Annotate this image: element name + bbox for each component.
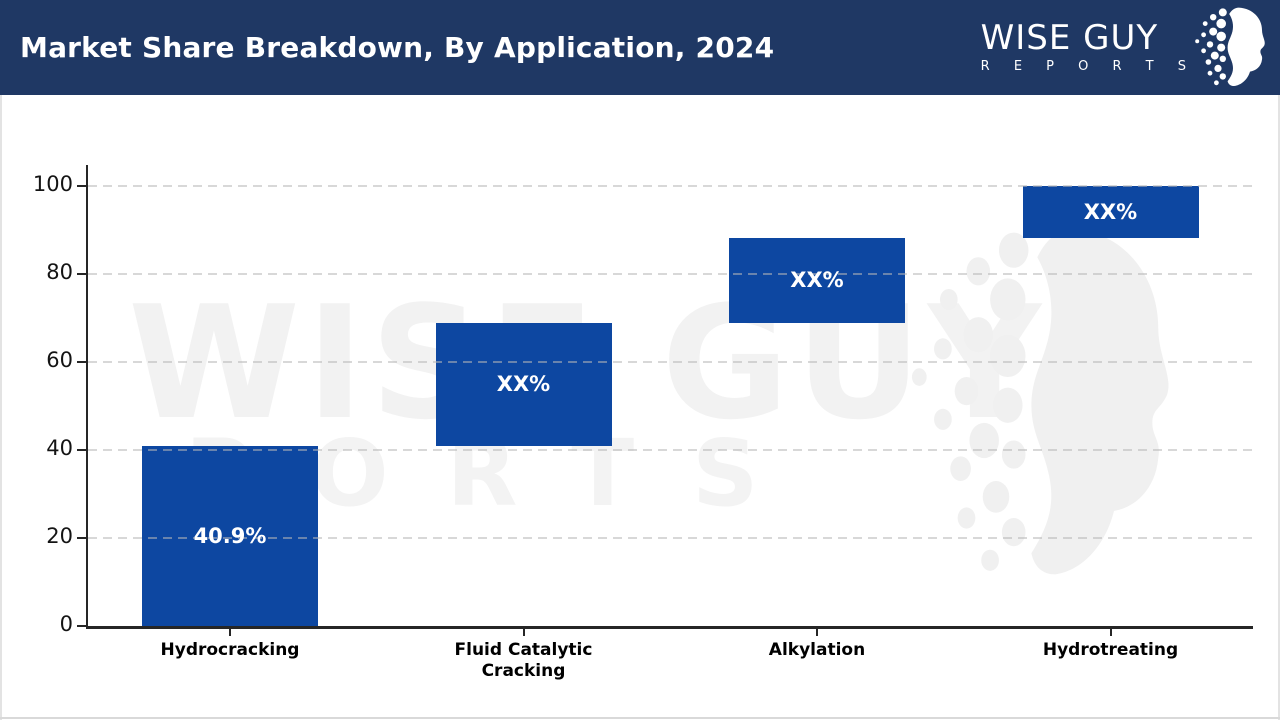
waterfall-bar xyxy=(435,322,612,447)
x-category-label: Fluid Catalytic Cracking xyxy=(454,640,593,682)
bar-value-label: XX% xyxy=(790,268,844,293)
x-category-label: Alkylation xyxy=(768,640,866,660)
y-tick-mark xyxy=(77,273,87,275)
y-tick-label: 40 xyxy=(46,436,73,460)
gridline-y-100 xyxy=(88,185,1253,187)
y-tick-mark xyxy=(77,361,87,363)
frame-border-right xyxy=(1278,95,1280,720)
gridline-y-60 xyxy=(88,361,1253,363)
y-tick-mark xyxy=(77,537,87,539)
gridline-y-80 xyxy=(88,273,1253,275)
wise-guy-face-icon xyxy=(1195,7,1265,86)
y-tick-label: 60 xyxy=(46,348,73,372)
waterfall-bar xyxy=(1022,186,1199,238)
x-tick-mark xyxy=(522,629,525,636)
waterfall-bar xyxy=(142,446,318,626)
y-tick-mark xyxy=(77,625,87,627)
x-category-label: Hydrocracking xyxy=(160,640,300,660)
frame-border-left xyxy=(0,95,2,720)
brand-wordmark: WISE GUY xyxy=(980,18,1159,59)
x-tick-mark xyxy=(229,629,231,636)
y-tick-label: 0 xyxy=(59,612,73,636)
waterfall-bar xyxy=(729,237,905,323)
y-tick-label: 100 xyxy=(32,172,73,196)
bar-value-label: XX% xyxy=(1083,199,1138,224)
brand-logo-text: WISE GUY R E P O R T S xyxy=(980,18,1196,74)
bar-value-label: 40.9% xyxy=(193,524,267,548)
frame-border-bottom xyxy=(0,717,1280,719)
x-axis-line xyxy=(86,626,1253,629)
x-tick-mark xyxy=(816,629,818,636)
y-tick-label: 20 xyxy=(46,524,73,548)
bar-value-label: XX% xyxy=(496,372,551,397)
y-tick-label: 80 xyxy=(46,260,73,284)
gridline-y-40 xyxy=(88,449,1253,451)
gridline-y-20 xyxy=(88,537,1253,539)
x-tick-mark xyxy=(1109,629,1112,636)
watermark-face-icon xyxy=(911,229,1169,575)
brand-subtitle: R E P O R T S xyxy=(980,58,1196,74)
y-axis-line xyxy=(86,165,88,628)
brand-logo: WISE GUY R E P O R T S xyxy=(981,6,1266,90)
x-category-label: Hydrotreating xyxy=(1042,640,1179,660)
page-title: Market Share Breakdown, By Application, … xyxy=(20,31,775,64)
y-tick-mark xyxy=(77,449,87,451)
header: Market Share Breakdown, By Application, … xyxy=(0,0,1280,95)
y-tick-mark xyxy=(77,185,87,187)
